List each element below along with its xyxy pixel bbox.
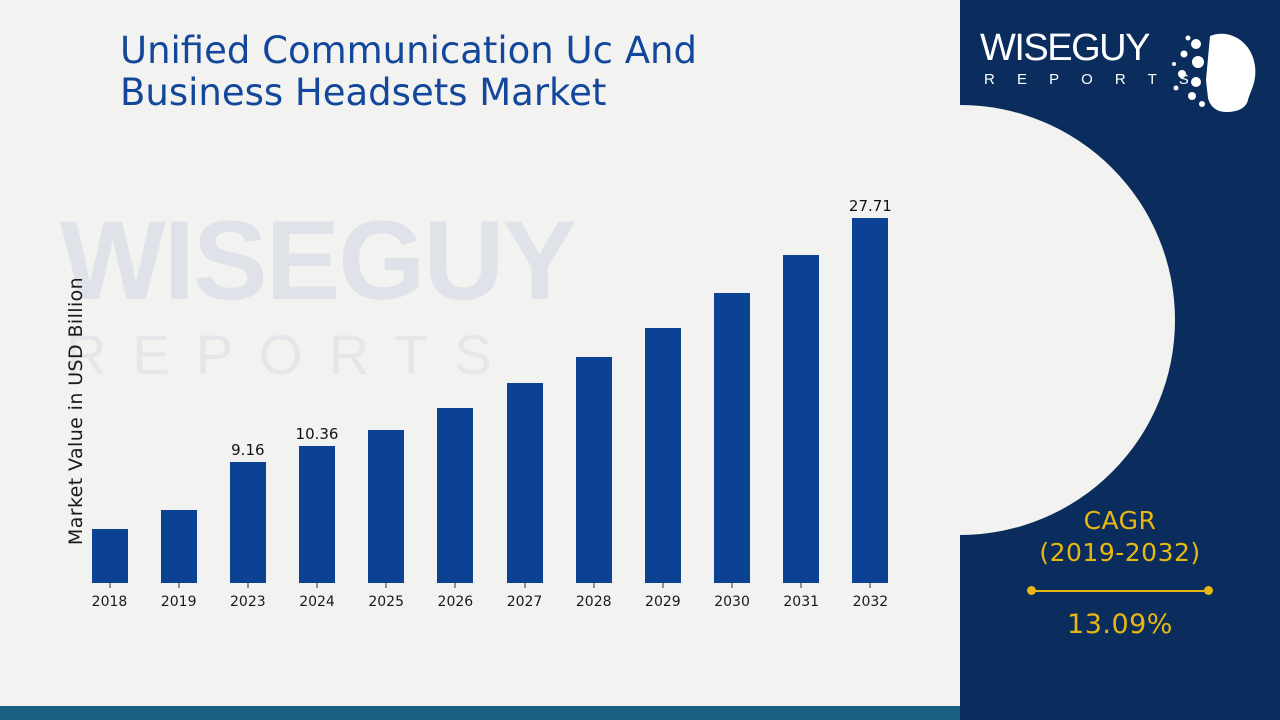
tick-mark [385,582,387,588]
x-tick-label: 2032 [852,594,889,610]
bar-column [352,190,421,583]
x-tick-2031: 2031 [767,582,836,610]
bar-2027 [506,383,543,583]
divider-dot-right [1204,586,1213,595]
brand-logo: WISEGUY R E P O R T S [974,26,1266,122]
x-tick-label: 2031 [783,594,820,610]
x-tick-2030: 2030 [698,582,767,610]
tick-mark [316,582,318,588]
page-title: Unified Communication Uc And Business He… [120,29,697,114]
x-tick-2032: 2032 [836,582,905,610]
bar-column [628,190,697,583]
bar-column [144,190,213,583]
x-tick-label: 2030 [714,594,750,610]
bar-column [421,190,490,583]
bar-2023 [229,462,266,583]
divider-line [1031,590,1209,592]
dot-network-decoration [960,120,1170,520]
x-tick-label: 2023 [230,594,266,610]
bar-column [490,190,559,583]
head-profile-icon [1172,33,1256,112]
cagr-block: CAGR (2019-2032) 13.09% [960,505,1280,642]
plot-area: 9.16 10.36 27.71 [75,190,905,583]
cagr-divider [1027,586,1213,596]
x-axis-labels: 2018 2019 2023 2024 2025 2026 2027 2028 2029 2030… [75,582,905,610]
tick-mark [731,582,733,588]
bar-value-label: 9.16 [231,441,265,460]
x-tick-2027: 2027 [490,582,559,610]
bar-series: 9.16 10.36 27.71 [75,190,905,583]
bar-column [559,190,628,583]
bar-2031 [783,255,820,583]
bar-2029 [644,328,681,583]
x-tick-label: 2019 [160,594,197,610]
x-tick-label: 2026 [437,594,474,610]
bar-2024 [299,446,336,583]
x-tick-2025: 2025 [352,582,421,610]
tick-mark [109,582,110,588]
tick-mark [800,582,802,588]
cagr-value: 13.09% [1067,609,1173,640]
bar-value-label: 10.36 [295,425,339,444]
tick-mark [524,582,526,588]
x-tick-label: 2028 [575,594,612,610]
x-tick-label: 2029 [645,594,681,610]
x-tick-label: 2018 [91,594,128,610]
x-tick-2026: 2026 [421,582,490,610]
x-tick-2028: 2028 [559,582,628,610]
bar-2019 [160,510,197,583]
chart-panel: WISEGUY REPORTS Unified Communication Uc… [0,29,965,720]
x-tick-label: 2027 [506,594,543,610]
bar-2032 [852,217,889,583]
x-tick-label: 2024 [299,594,335,610]
x-tick-2029: 2029 [628,582,697,610]
cagr-range: (2019-2032) [1039,538,1201,567]
bar-2030 [714,293,751,583]
bottom-accent-bar [0,706,965,720]
bar-column [767,190,836,583]
x-tick-2018: 2018 [75,582,144,610]
tick-mark [178,582,180,588]
cagr-label: CAGR [1083,506,1157,535]
tick-mark [593,582,595,588]
bar-column [698,190,767,583]
tick-mark [454,582,456,588]
x-tick-label: 2025 [368,594,404,610]
bar-2025 [368,430,405,583]
bar-2026 [437,408,474,583]
x-tick-2024: 2024 [283,582,352,610]
bar-column: 9.16 [213,190,282,583]
bar-column [75,190,144,583]
bar-column: 10.36 [283,190,352,583]
tick-mark [662,582,664,588]
logo-wordmark: WISEGUY [980,27,1150,69]
bar-column: 27.71 [836,190,905,583]
x-tick-2023: 2023 [213,582,282,610]
bar-2018 [91,529,128,583]
logo-subtext: R E P O R T S [984,71,1198,88]
bar-2028 [575,357,612,583]
x-tick-2019: 2019 [144,582,213,610]
tick-mark [869,582,871,588]
brand-panel: WISEGUY R E P O R T S CAGR (2019-2032) [960,0,1280,720]
tick-mark [247,582,249,588]
bar-value-label: 27.71 [848,196,892,215]
